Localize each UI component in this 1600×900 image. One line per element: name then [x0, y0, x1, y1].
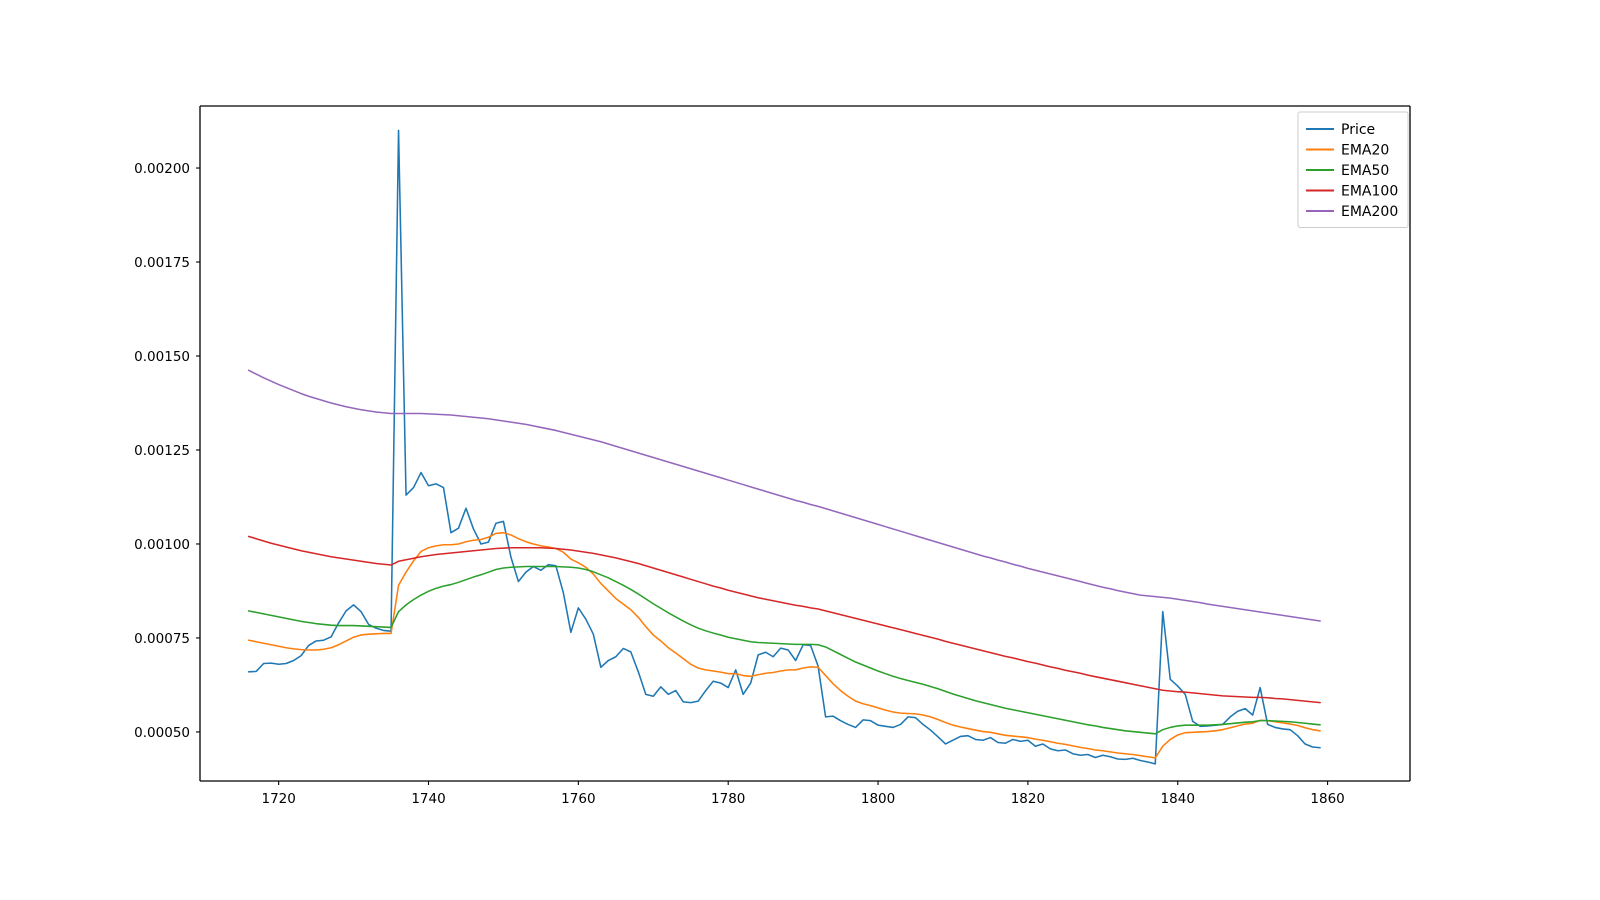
y-tick-label: 0.00200	[134, 161, 190, 177]
x-tick-label: 1780	[711, 791, 745, 807]
series-line-ema50	[247, 565, 1321, 735]
x-tick-label: 1800	[861, 791, 895, 807]
x-tick-label: 1840	[1161, 791, 1195, 807]
x-axis-ticks: 1720 1740 1760 1780 1800 1820 1840 1860	[261, 781, 1345, 807]
legend-label-price: Price	[1341, 122, 1375, 138]
legend-label-ema50: EMA50	[1341, 163, 1389, 179]
plot-background	[200, 106, 1410, 781]
y-tick-label: 0.00100	[134, 537, 190, 553]
series-line-price	[247, 129, 1321, 765]
data-series-group	[247, 129, 1321, 765]
x-tick-label: 1760	[561, 791, 595, 807]
y-tick-label: 0.00175	[134, 255, 190, 271]
chart-legend[interactable]: Price EMA20 EMA50 EMA100 EMA200	[1297, 111, 1409, 228]
x-tick-label: 1720	[261, 791, 295, 807]
y-tick-label: 0.00125	[134, 443, 190, 459]
y-axis-ticks: 0.00050 0.00075 0.00100 0.00125 0.00150 0.001…	[134, 161, 200, 741]
x-tick-label: 1740	[411, 791, 445, 807]
legend-label-ema100: EMA100	[1341, 184, 1398, 200]
series-line-ema20	[247, 531, 1321, 759]
series-line-ema200	[247, 369, 1321, 622]
x-tick-label: 1820	[1011, 791, 1045, 807]
x-tick-label: 1860	[1310, 791, 1344, 807]
legend-frame	[1297, 111, 1409, 228]
legend-label-ema200: EMA200	[1341, 204, 1398, 220]
y-tick-label: 0.00050	[134, 725, 190, 741]
legend-label-ema20: EMA20	[1341, 143, 1389, 159]
y-tick-label: 0.00150	[134, 349, 190, 365]
series-line-ema100	[247, 535, 1321, 704]
y-tick-label: 0.00075	[134, 631, 190, 647]
axes-area	[199, 105, 1411, 782]
